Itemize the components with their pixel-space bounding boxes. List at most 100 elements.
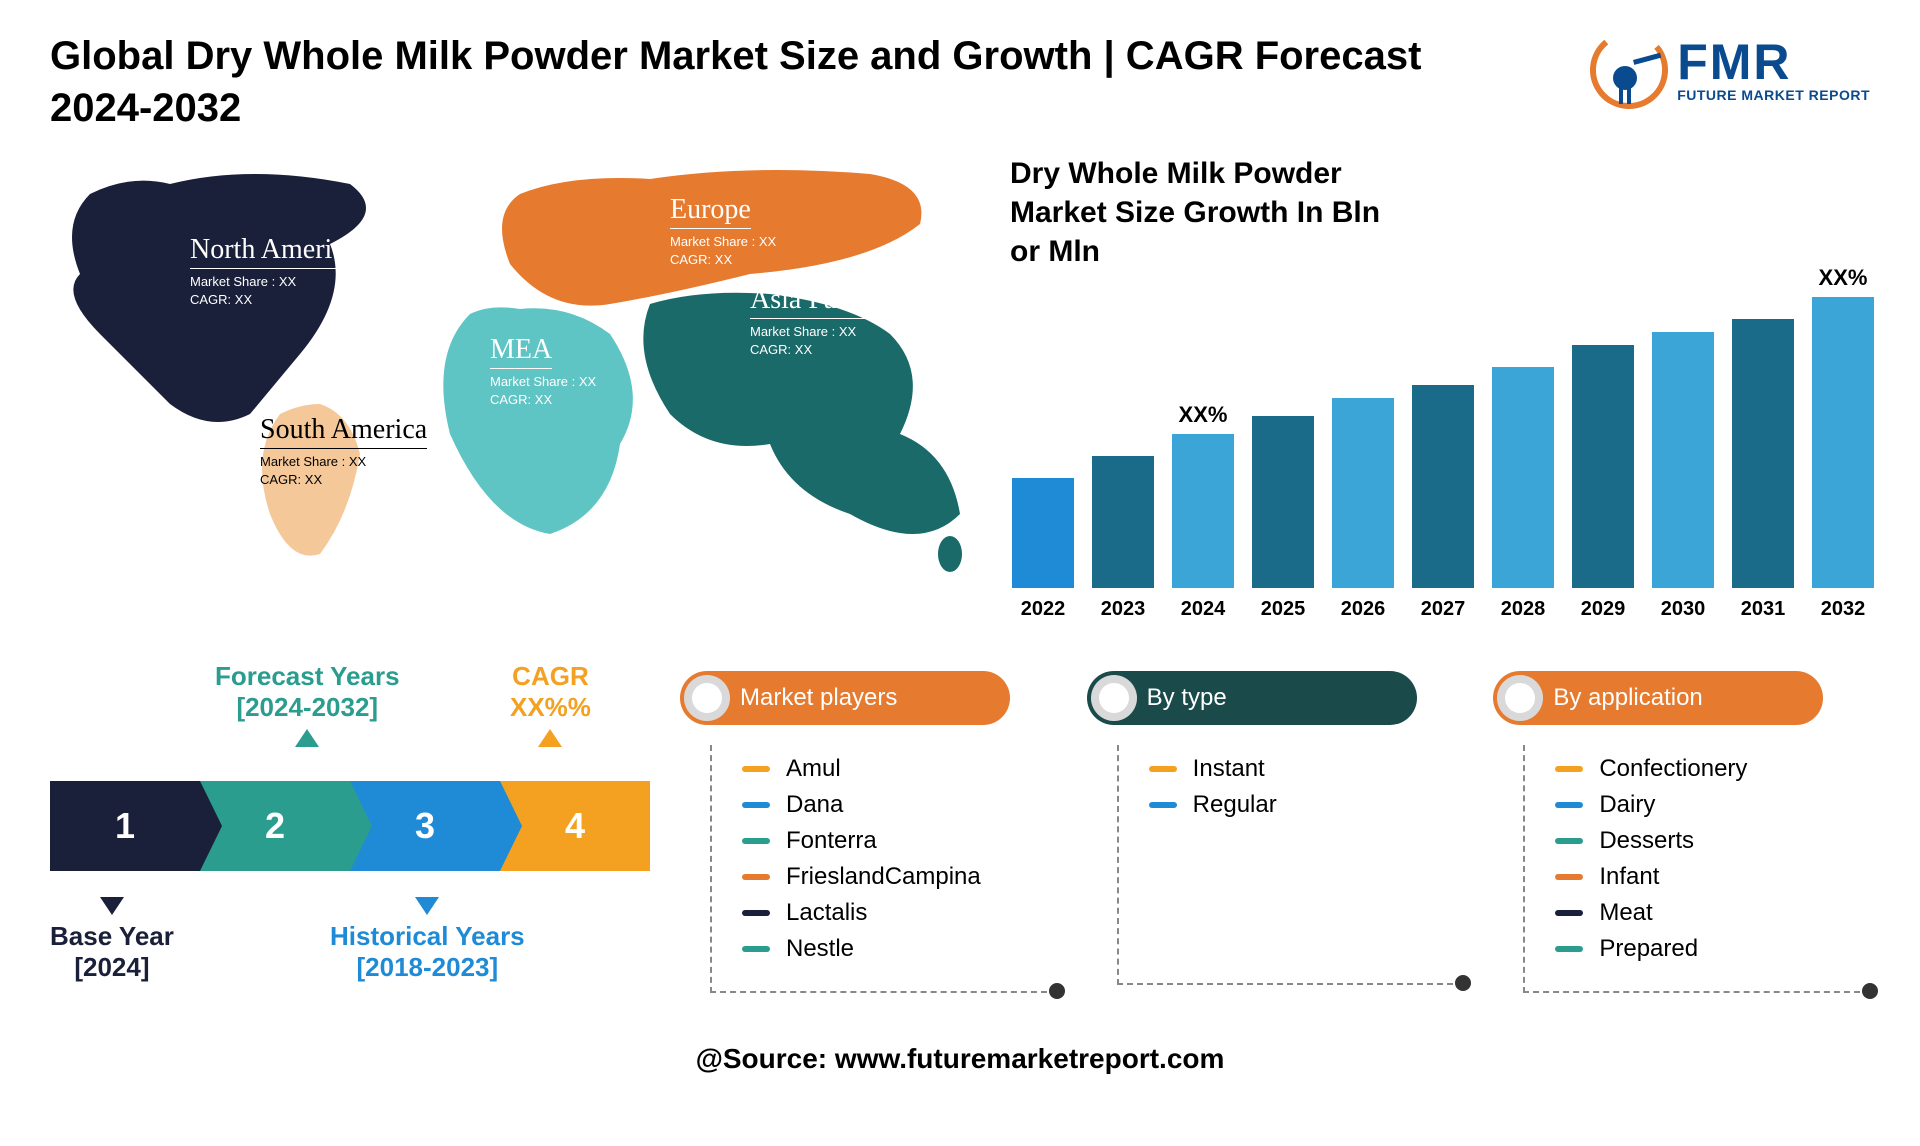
- bullet-icon: [742, 946, 770, 952]
- list-by-application: Confectionery Dairy Desserts Infant Meat Prep…: [1523, 745, 1870, 993]
- bar-annotation: XX%: [1819, 265, 1868, 291]
- bullet-icon: [1149, 766, 1177, 772]
- bar-group: XX% 2024: [1170, 402, 1236, 621]
- bar-annotation: XX%: [1179, 402, 1228, 428]
- list-item: Dairy: [1555, 791, 1870, 819]
- note-line: Forecast Years: [215, 661, 400, 692]
- chart-title: Dry Whole Milk Powder Market Size Growth…: [1010, 154, 1410, 271]
- note-line: [2018-2023]: [330, 952, 525, 983]
- region-cagr: CAGR: XX: [750, 341, 886, 359]
- timeline: Forecast Years [2024-2032] CAGR XX%% 1 2…: [50, 661, 650, 993]
- logo-sub: FUTURE MARKET REPORT: [1677, 87, 1870, 103]
- note-historical: Historical Years [2018-2023]: [330, 891, 525, 983]
- bar-year-label: 2032: [1821, 598, 1866, 621]
- region-cagr: CAGR: XX: [260, 471, 427, 489]
- region-name: Europe: [670, 194, 751, 229]
- list-item: Nestle: [742, 935, 1057, 963]
- bar: [1252, 416, 1314, 588]
- list-item: Desserts: [1555, 827, 1870, 855]
- bar: [1012, 478, 1074, 588]
- note-line: XX%%: [510, 692, 591, 723]
- list-item-label: Fonterra: [786, 827, 877, 855]
- by-type-section: By type InstantRegular: [1087, 661, 1464, 993]
- bar-chart: Dry Whole Milk Powder Market Size Growth…: [1010, 154, 1876, 621]
- bullet-icon: [1555, 766, 1583, 772]
- map-nz: [938, 536, 962, 572]
- bar-group: XX% 2032: [1810, 265, 1876, 621]
- note-base: Base Year [2024]: [50, 891, 174, 983]
- logo-text: FMR FUTURE MARKET REPORT: [1677, 37, 1870, 103]
- page-title: Global Dry Whole Milk Powder Market Size…: [50, 30, 1450, 134]
- pill-header-by-type: By type: [1087, 671, 1417, 725]
- bullet-icon: [1555, 802, 1583, 808]
- bullet-icon: [742, 910, 770, 916]
- map-label-south-america: South America Market Share : XX CAGR: XX: [260, 414, 427, 489]
- bullet-icon: [1149, 802, 1177, 808]
- bar-year-label: 2031: [1741, 598, 1786, 621]
- source-line: @Source: www.futuremarketreport.com: [50, 1043, 1870, 1075]
- list-item: FrieslandCampina: [742, 863, 1057, 891]
- market-players-section: Market players Amul Dana Fonterra Friesland…: [680, 661, 1057, 993]
- list-item-label: Meat: [1599, 899, 1652, 927]
- list-item-label: Nestle: [786, 935, 854, 963]
- bar-group: 2031: [1730, 319, 1796, 621]
- bar-group: 2029: [1570, 345, 1636, 621]
- bar-year-label: 2024: [1181, 598, 1226, 621]
- bar: [1572, 345, 1634, 588]
- note-line: Historical Years: [330, 921, 525, 952]
- by-application-section: By application ConfectioneryDairyDessert…: [1493, 661, 1870, 993]
- bar: [1092, 456, 1154, 588]
- logo-main: FMR: [1677, 37, 1870, 87]
- bar-year-label: 2025: [1261, 598, 1306, 621]
- list-item: Dana: [742, 791, 1057, 819]
- bullet-icon: [1555, 946, 1583, 952]
- list-item-label: Dairy: [1599, 791, 1655, 819]
- note-forecast: Forecast Years [2024-2032]: [215, 661, 400, 753]
- list-item: Infant: [1555, 863, 1870, 891]
- bar-year-label: 2022: [1021, 598, 1066, 621]
- list-item-label: Amul: [786, 755, 841, 783]
- timeline-seg-4: 4: [500, 781, 650, 871]
- timeline-seg-3: 3: [350, 781, 500, 871]
- bar: [1172, 434, 1234, 588]
- note-line: Base Year: [50, 921, 174, 952]
- bullet-icon: [1555, 910, 1583, 916]
- timeline-seg-2: 2: [200, 781, 350, 871]
- list-item-label: Dana: [786, 791, 843, 819]
- list-item: Confectionery: [1555, 755, 1870, 783]
- world-map: North America Market Share : XX CAGR: XX…: [50, 154, 970, 574]
- bar-group: 2022: [1010, 478, 1076, 621]
- triangle-down-icon: [415, 897, 439, 915]
- bars-container: 20222023XX%20242025202620272028202920302…: [1010, 281, 1876, 621]
- region-cagr: CAGR: XX: [190, 291, 357, 309]
- map-label-asia-pacific: Asia Pacific Market Share : XX CAGR: XX: [750, 284, 886, 359]
- pill-header-market-players: Market players: [680, 671, 1010, 725]
- triangle-up-icon: [538, 729, 562, 747]
- bar-group: 2028: [1490, 367, 1556, 621]
- list-item: Prepared: [1555, 935, 1870, 963]
- region-name: North America: [190, 234, 357, 269]
- bar: [1492, 367, 1554, 588]
- timeline-seg-1: 1: [50, 781, 200, 871]
- bar: [1412, 385, 1474, 588]
- list-item: Amul: [742, 755, 1057, 783]
- fmr-logo: FMR FUTURE MARKET REPORT: [1589, 30, 1870, 110]
- bar-year-label: 2029: [1581, 598, 1626, 621]
- triangle-down-icon: [100, 897, 124, 915]
- bar-group: 2030: [1650, 332, 1716, 621]
- list-item-label: Lactalis: [786, 899, 867, 927]
- region-cagr: CAGR: XX: [490, 391, 596, 409]
- region-name: MEA: [490, 334, 552, 369]
- region-share: Market Share : XX: [260, 453, 427, 471]
- bar-group: 2025: [1250, 416, 1316, 621]
- bullet-icon: [742, 766, 770, 772]
- note-line: [2024-2032]: [215, 692, 400, 723]
- bar-year-label: 2028: [1501, 598, 1546, 621]
- bar-group: 2027: [1410, 385, 1476, 621]
- list-item-label: Instant: [1193, 755, 1265, 783]
- timeline-bar: 1 2 3 4: [50, 781, 650, 871]
- list-item: Lactalis: [742, 899, 1057, 927]
- list-item: Instant: [1149, 755, 1464, 783]
- list-item: Meat: [1555, 899, 1870, 927]
- region-cagr: CAGR: XX: [670, 251, 776, 269]
